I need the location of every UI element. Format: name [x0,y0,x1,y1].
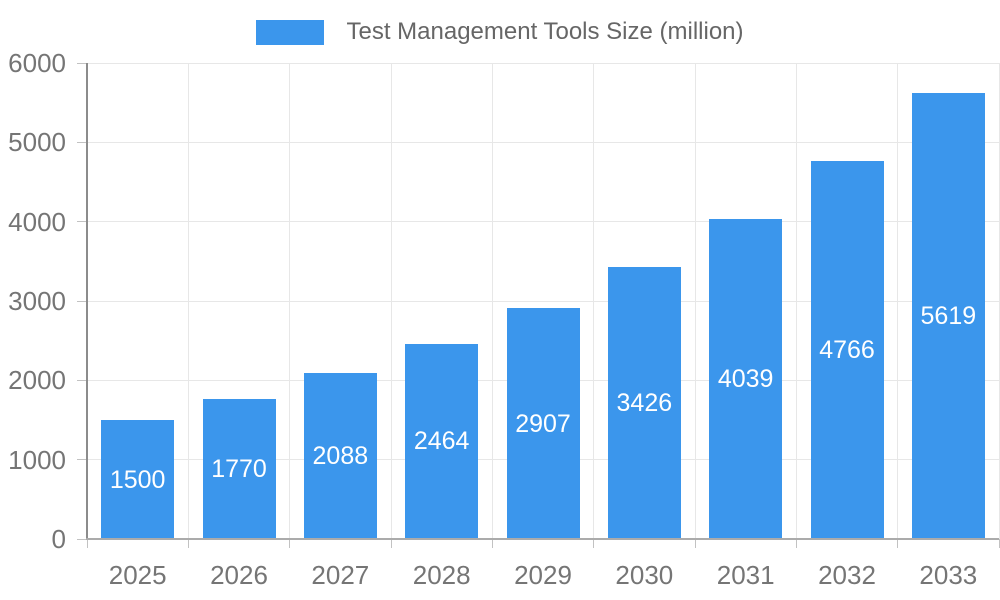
y-tick-label: 6000 [8,48,66,78]
x-tick [694,539,696,548]
x-tick-label: 2026 [210,560,268,590]
x-gridline [390,63,392,539]
y-tick [77,300,87,302]
y-gridline [87,141,999,143]
bar: 5619 [911,93,985,539]
y-tick-label: 5000 [8,127,66,158]
x-tick-label: 2025 [108,560,167,590]
y-tick-label: 3000 [8,286,66,316]
x-gridline [897,63,899,539]
plot-area: 1500 1770 2088 2464 2907 3426 4039 4766 5619 [87,62,1000,539]
y-tick-label: 2000 [8,365,66,396]
y-tick [77,141,87,143]
bar-value-label: 4039 [717,364,774,393]
x-tick [86,539,88,548]
x-tick-label: 2030 [615,560,674,590]
x-gridline [694,63,696,539]
legend-swatch [256,19,325,45]
bar-value-label: 2088 [312,442,369,471]
bar: 1770 [202,398,276,539]
y-gridline [87,62,999,64]
x-tick [998,539,1000,548]
bar: 3426 [607,267,681,539]
x-tick-label: 2033 [919,560,978,590]
chart-legend: Test Management Tools Size (million) [0,18,1000,46]
bar-value-label: 4766 [819,335,875,364]
y-gridline [87,300,999,302]
y-tick [77,459,87,461]
x-gridline [491,63,493,539]
bar: 4039 [709,218,783,539]
x-tick-label: 2032 [818,560,876,590]
bar-value-label: 3426 [616,389,673,418]
x-tick [491,539,493,548]
y-gridline [87,221,999,223]
x-tick-label: 2029 [514,560,572,590]
bar-value-label: 1770 [211,454,267,483]
legend-item[interactable]: Test Management Tools Size (million) [256,18,744,46]
bar-value-label: 2907 [515,409,571,438]
x-tick-label: 2028 [412,560,471,590]
x-tick [390,539,392,548]
x-tick-label: 2027 [311,560,370,590]
x-tick [795,539,797,548]
bar-value-label: 1500 [109,465,166,494]
y-tick-label: 0 [51,524,66,554]
y-tick [77,379,87,381]
x-gridline [289,63,291,539]
x-tick-label: 2031 [716,560,775,590]
bar: 2464 [405,343,479,539]
y-tick [77,221,87,223]
x-tick [289,539,291,548]
x-axis-line [85,538,999,540]
y-axis-line [85,63,88,540]
y-tick-label: 4000 [8,206,66,237]
y-tick-label: 1000 [8,444,66,475]
bar: 4766 [810,160,884,539]
bar: 1500 [101,420,175,539]
x-gridline [187,63,189,539]
bar-value-label: 2464 [413,427,470,456]
x-tick [187,539,189,548]
x-gridline [998,63,1000,539]
bar: 2907 [506,308,580,539]
y-tick [77,538,87,540]
y-tick [77,62,87,64]
legend-label: Test Management Tools Size (million) [346,18,744,45]
x-tick [593,539,595,548]
bar-value-label: 5619 [920,302,977,331]
bar: 2088 [303,373,377,539]
x-gridline [593,63,595,539]
x-gridline [795,63,797,539]
x-tick [897,539,899,548]
